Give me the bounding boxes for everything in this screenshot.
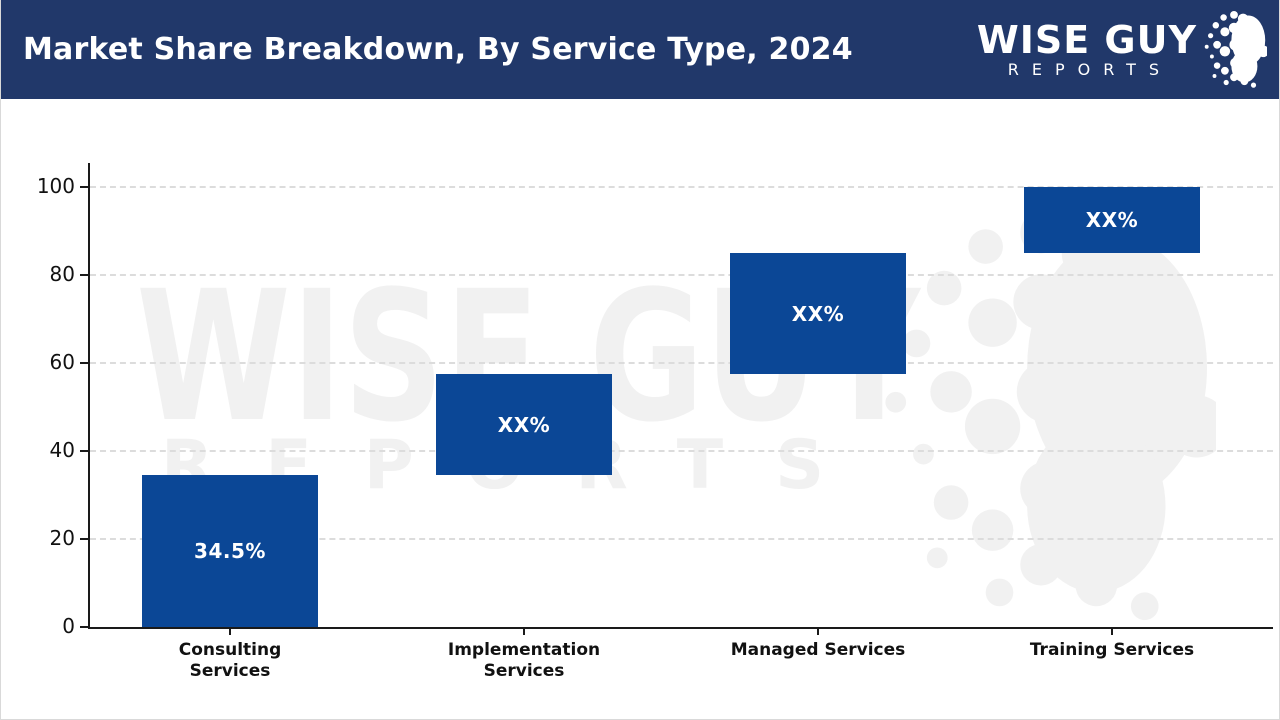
bar-training-services: XX% — [1024, 187, 1200, 253]
y-tick-label-60: 60 — [49, 350, 75, 374]
x-tick-implementation-services — [523, 627, 525, 635]
x-axis-spine — [88, 627, 1273, 629]
y-tick-40 — [80, 450, 90, 452]
gridline-60 — [90, 362, 1273, 364]
bar-value-label: 34.5% — [194, 539, 266, 564]
bar-value-label: XX% — [497, 412, 551, 437]
y-tick-20 — [80, 538, 90, 540]
gridline-20 — [90, 538, 1273, 540]
y-tick-label-100: 100 — [36, 174, 75, 198]
y-tick-60 — [80, 362, 90, 364]
dotted-head-icon — [1204, 10, 1267, 88]
header: Market Share Breakdown, By Service Type,… — [1, 0, 1279, 99]
y-tick-label-40: 40 — [49, 438, 75, 462]
logo-text: WISE GUY REPORTS — [977, 21, 1197, 78]
x-tick-consulting-services — [229, 627, 231, 635]
x-tick-managed-services — [817, 627, 819, 635]
y-tick-label-80: 80 — [49, 262, 75, 286]
logo-subtext: REPORTS — [1007, 60, 1173, 79]
bar-managed-services: XX% — [730, 253, 906, 374]
logo-wordmark: WISE GUY — [976, 18, 1197, 62]
x-tick-label-implementation-services: Implementation Services — [447, 640, 601, 681]
gridline-40 — [90, 450, 1273, 452]
bar-implementation-services: XX% — [436, 374, 612, 476]
bar-value-label: XX% — [1085, 208, 1139, 232]
y-tick-0 — [80, 626, 90, 628]
y-tick-100 — [80, 186, 90, 188]
y-axis-spine — [88, 163, 90, 629]
x-tick-label-managed-services: Managed Services — [730, 640, 906, 660]
bar-value-label: XX% — [791, 301, 845, 326]
y-tick-label-20: 20 — [49, 526, 75, 550]
x-tick-training-services — [1111, 627, 1113, 635]
bar-consulting-services: 34.5% — [142, 475, 318, 627]
wise-guy-logo: WISE GUY REPORTS — [977, 10, 1267, 89]
y-tick-80 — [80, 274, 90, 276]
x-tick-label-training-services: Training Services — [1029, 640, 1195, 660]
chart-title: Market Share Breakdown, By Service Type,… — [23, 32, 853, 67]
gridline-100 — [90, 186, 1273, 188]
gridline-80 — [90, 274, 1273, 276]
x-tick-label-consulting-services: Consulting Services — [178, 640, 282, 681]
y-tick-label-0: 0 — [62, 614, 75, 638]
